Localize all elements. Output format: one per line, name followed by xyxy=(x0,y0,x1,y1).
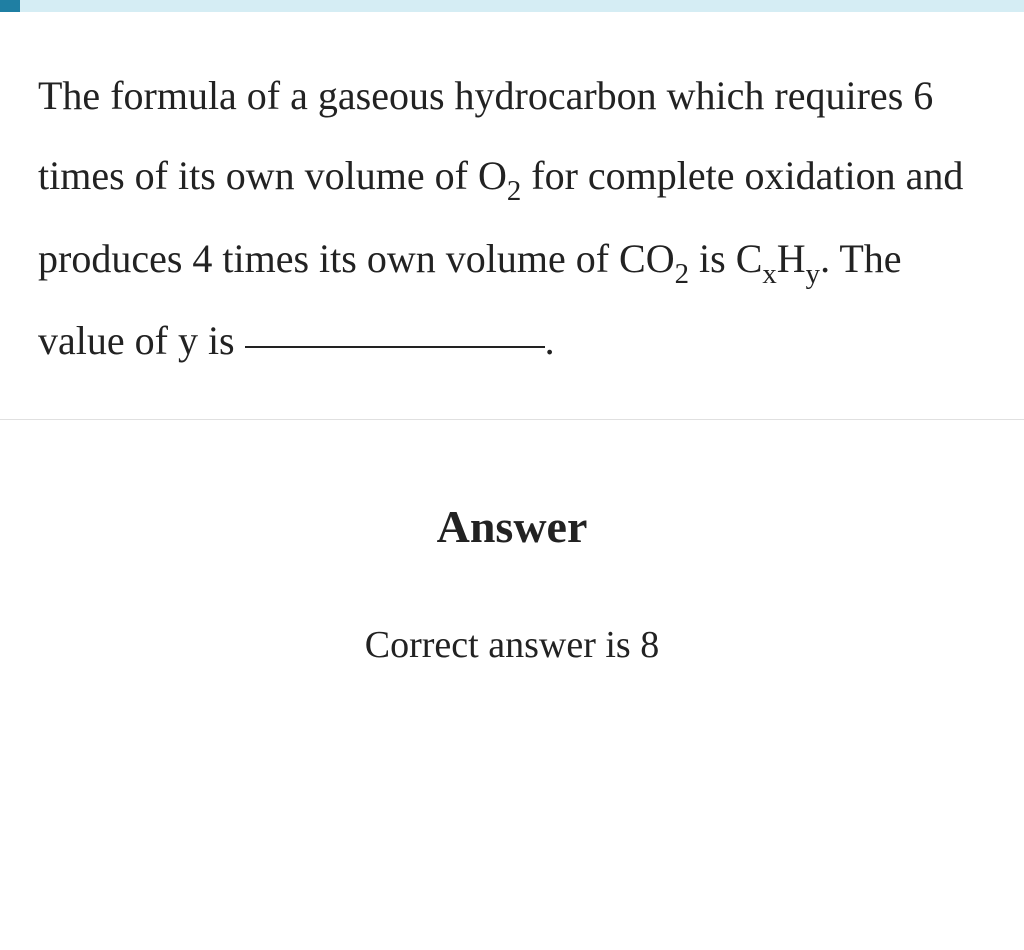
question-sub3: x xyxy=(762,258,776,290)
answer-heading: Answer xyxy=(38,500,986,553)
answer-section: Answer Correct answer is 8 xyxy=(0,420,1024,705)
question-sub4: y xyxy=(806,258,820,290)
question-part3: is C xyxy=(689,236,762,281)
question-part4: H xyxy=(777,236,806,281)
top-bar xyxy=(0,0,1024,12)
top-accent xyxy=(0,0,20,12)
answer-text: Correct answer is 8 xyxy=(38,623,986,667)
question-text: The formula of a gaseous hydrocarbon whi… xyxy=(38,56,986,381)
question-part6: . xyxy=(545,318,555,363)
question-sub2: 2 xyxy=(675,258,689,290)
question-sub1: 2 xyxy=(507,175,521,207)
blank-line xyxy=(245,346,545,348)
question-section: The formula of a gaseous hydrocarbon whi… xyxy=(0,12,1024,420)
